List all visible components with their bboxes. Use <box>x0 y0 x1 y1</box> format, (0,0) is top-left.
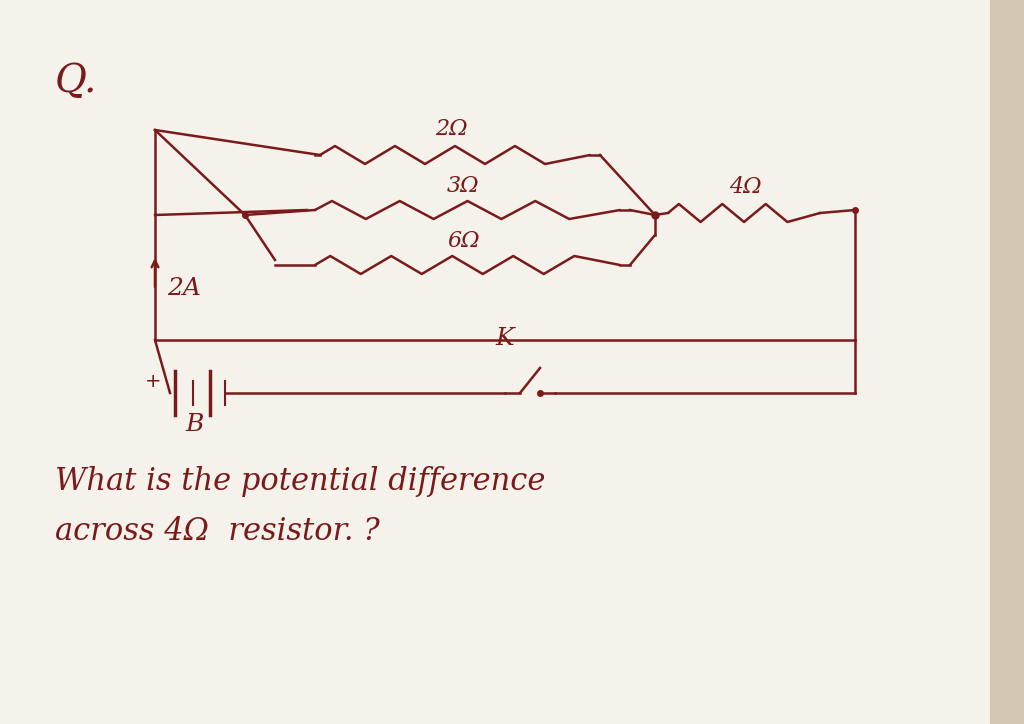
Text: What is the potential difference: What is the potential difference <box>55 466 546 497</box>
Text: across 4Ω  resistor. ?: across 4Ω resistor. ? <box>55 516 380 547</box>
Text: 3Ω: 3Ω <box>447 175 479 197</box>
Text: B: B <box>185 413 204 436</box>
Text: 4Ω: 4Ω <box>729 176 762 198</box>
Text: 2Ω: 2Ω <box>435 118 468 140</box>
Text: 2A: 2A <box>167 277 201 300</box>
Text: 6Ω: 6Ω <box>447 230 479 252</box>
Bar <box>990 0 1024 724</box>
Text: +: + <box>145 372 162 391</box>
Text: K: K <box>495 327 514 350</box>
Text: Q.: Q. <box>55 63 97 100</box>
